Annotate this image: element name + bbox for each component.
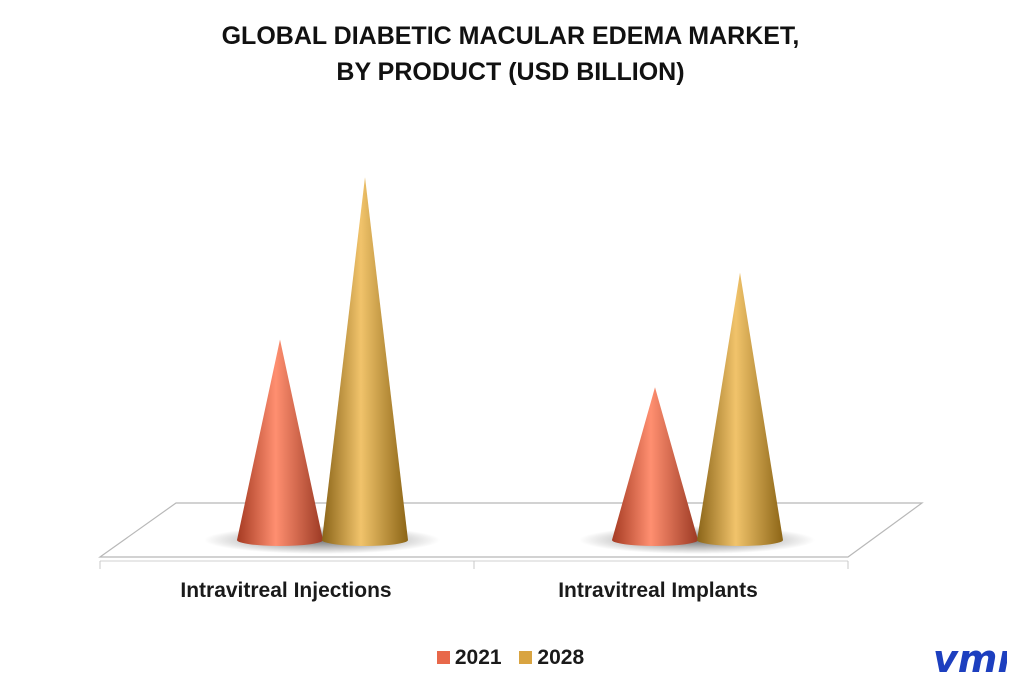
legend-swatch-2021 [436,651,450,664]
vmr-logo: vmr [933,637,1018,683]
cone-2021-intravitreal-implants [612,387,698,546]
category-label-1: Intravitreal Implants [558,579,758,602]
legend-label-2028: 2028 [537,646,585,669]
chart-title-line-1: GLOBAL DIABETIC MACULAR EDEMA MARKET, [221,22,800,50]
chart-title-line-2: BY PRODUCT (USD BILLION) [336,58,685,86]
vmr-logo-text: vmr [933,642,1007,678]
x-axis-ticks [99,561,849,569]
cone-2028-intravitreal-implants [697,272,783,546]
vmr-logo-mark: vmr [933,637,1018,681]
category-labels: Intravitreal Injections Intravitreal Impl… [180,579,757,602]
cone-2028-intravitreal-injections [322,177,408,546]
legend-label-2021: 2021 [454,646,502,669]
cone-2021-intravitreal-injections [237,339,323,546]
cone-marks [237,177,783,546]
legend-swatch-2028 [519,651,533,664]
legend-item-2028: 2028 [519,646,584,670]
category-label-0: Intravitreal Injections [180,579,391,602]
legend-item-2021: 2021 [436,646,502,670]
chart-title: GLOBAL DIABETIC MACULAR EDEMA MARKET, BY… [0,18,1021,90]
chart-floor [98,502,924,558]
legend: 2021 2028 [0,646,1021,670]
